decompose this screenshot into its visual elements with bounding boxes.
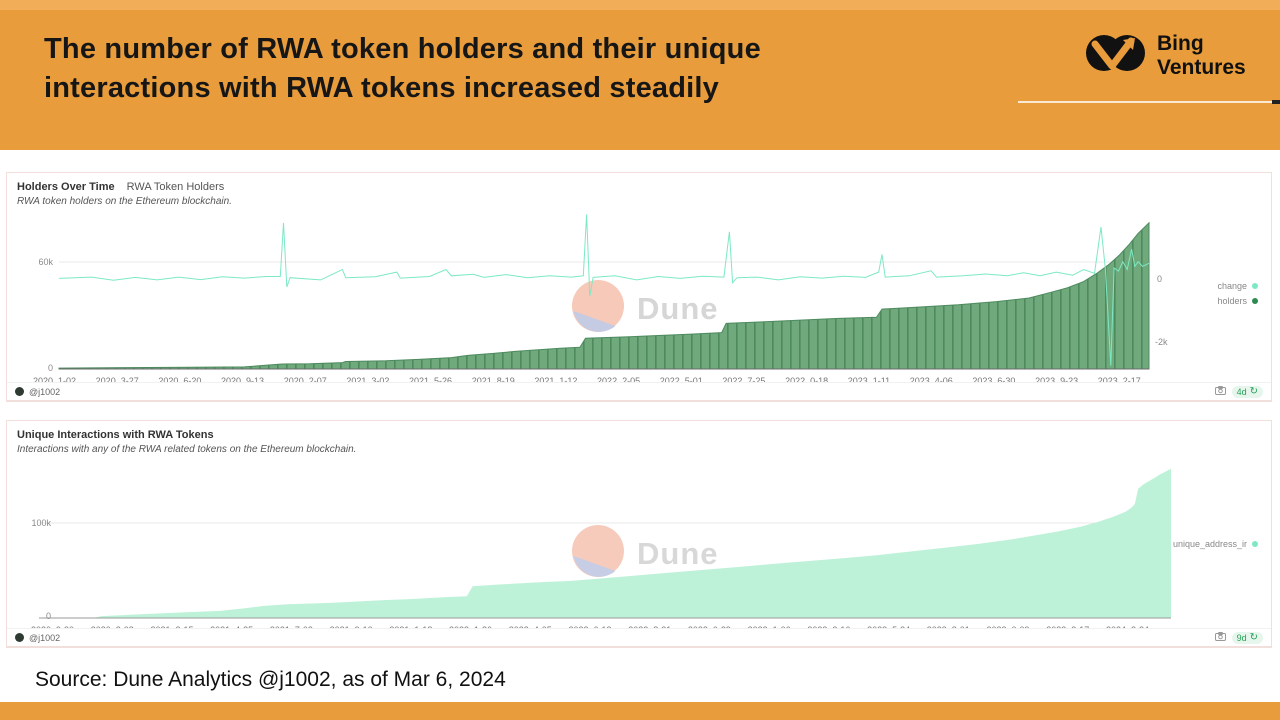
dune-watermark-text: Dune xyxy=(637,290,719,326)
dune-watermark-text: Dune xyxy=(637,535,719,571)
chart-legend: change holders xyxy=(1217,281,1258,306)
dune-logo-icon xyxy=(571,524,625,583)
screenshot-icon[interactable] xyxy=(1214,632,1226,643)
legend-label: holders xyxy=(1217,296,1247,306)
data-age-pill[interactable]: 9d ↻ xyxy=(1231,631,1263,644)
logo-wordmark: Bing Ventures xyxy=(1157,32,1246,80)
x-tick: 2022..5-01 xyxy=(659,376,703,386)
header-banner: The number of RWA token holders and thei… xyxy=(0,0,1280,150)
author-handle[interactable]: @j1002 xyxy=(29,632,61,643)
page-title: The number of RWA token holders and thei… xyxy=(44,30,944,108)
x-tick: 2020..9-13 xyxy=(221,376,265,386)
chart-title-suffix: RWA Token Holders xyxy=(126,181,225,193)
dune-watermark: Dune xyxy=(571,524,719,583)
refresh-icon[interactable]: ↻ xyxy=(1249,385,1258,397)
y-tick-right-neg2k: -2k xyxy=(1155,337,1168,347)
x-tick: 2020..3-27 xyxy=(95,376,139,386)
x-tick: 2023..1-11 xyxy=(847,376,891,386)
x-tick: 2021..3-02 xyxy=(346,376,390,386)
bing-ventures-logo-icon xyxy=(1085,30,1147,81)
data-age: 9d xyxy=(1236,632,1247,643)
x-tick: 2020..1-02 xyxy=(33,376,77,386)
x-tick: 2023..9-23 xyxy=(1035,376,1079,386)
legend-item-change[interactable]: change xyxy=(1217,281,1258,291)
author-avatar xyxy=(15,387,24,396)
chart-footer: @j1002 4d ↻ xyxy=(7,382,1271,400)
legend-label: change xyxy=(1217,281,1247,291)
x-axis-labels: 2020..1-02 2020..3-27 2020..6-20 2020..9… xyxy=(33,376,1141,386)
dune-logo-icon xyxy=(571,279,625,338)
chart-title-main: Holders Over Time xyxy=(17,181,115,193)
footer-bar xyxy=(0,702,1280,720)
chart-subtitle: Interactions with any of the RWA related… xyxy=(17,444,357,455)
chart-card-interactions: Dune Unique Interactions with RWA Tokens… xyxy=(6,420,1272,648)
author-handle[interactable]: @j1002 xyxy=(29,386,61,397)
x-tick: 2021..1-12 xyxy=(534,376,578,386)
x-tick: 2020..2-07 xyxy=(283,376,327,386)
x-tick: 2021..5-26 xyxy=(409,376,453,386)
x-tick: 2023..6-30 xyxy=(972,376,1016,386)
x-tick: 2022..0-18 xyxy=(785,376,829,386)
refresh-icon[interactable]: ↻ xyxy=(1249,631,1258,643)
holders-chart-plot[interactable] xyxy=(7,173,1273,403)
logo-word-1: Bing xyxy=(1157,31,1204,55)
interactions-chart-plot[interactable] xyxy=(7,421,1273,649)
x-tick: 2021..8-19 xyxy=(471,376,515,386)
chart-subtitle: RWA token holders on the Ethereum blockc… xyxy=(17,196,232,207)
y-tick-0: 0 xyxy=(45,611,51,621)
legend-item-holders[interactable]: holders xyxy=(1217,296,1258,306)
header-divider xyxy=(1018,101,1280,103)
logo-word-2: Ventures xyxy=(1157,55,1246,79)
dune-watermark: Dune xyxy=(571,279,719,338)
y-tick-60k: 60k xyxy=(38,257,53,267)
bing-ventures-logo: Bing Ventures xyxy=(1085,30,1246,81)
chart-legend: unique_address_ir xyxy=(1173,539,1258,549)
header-divider-end xyxy=(1272,100,1280,104)
page-title-line1: The number of RWA token holders and thei… xyxy=(44,33,761,65)
screenshot-icon[interactable] xyxy=(1214,386,1226,397)
x-tick: 2022..2-05 xyxy=(597,376,641,386)
legend-label: unique_address_ir xyxy=(1172,539,1247,549)
x-tick: 2023..2-17 xyxy=(1097,376,1141,386)
y-tick-0: 0 xyxy=(47,363,53,373)
x-tick: 2022..7-25 xyxy=(722,376,766,386)
source-note: Source: Dune Analytics @j1002, as of Mar… xyxy=(35,668,506,691)
chart-footer: @j1002 9d ↻ xyxy=(7,628,1271,646)
chart-card-holders: Dune Holders Over Time RWA Token Holders … xyxy=(6,172,1272,402)
y-tick-right-0: 0 xyxy=(1157,274,1163,284)
x-tick: 2023..4-06 xyxy=(909,376,953,386)
legend-dot-holders xyxy=(1252,298,1258,304)
chart-title: Holders Over Time RWA Token Holders xyxy=(17,181,224,193)
page-title-line2: interactions with RWA tokens increased s… xyxy=(44,72,719,104)
x-tick: 2020..6-20 xyxy=(158,376,202,386)
author-avatar xyxy=(15,633,24,642)
y-tick-100k: 100k xyxy=(31,518,51,528)
legend-dot-unique-address xyxy=(1252,541,1258,547)
legend-item-unique-address[interactable]: unique_address_ir xyxy=(1173,539,1258,549)
chart-title-main: Unique Interactions with RWA Tokens xyxy=(17,429,214,441)
legend-dot-change xyxy=(1252,283,1258,289)
data-age: 4d xyxy=(1236,386,1247,397)
data-age-pill[interactable]: 4d ↻ xyxy=(1231,385,1263,398)
chart-title: Unique Interactions with RWA Tokens xyxy=(17,429,214,441)
